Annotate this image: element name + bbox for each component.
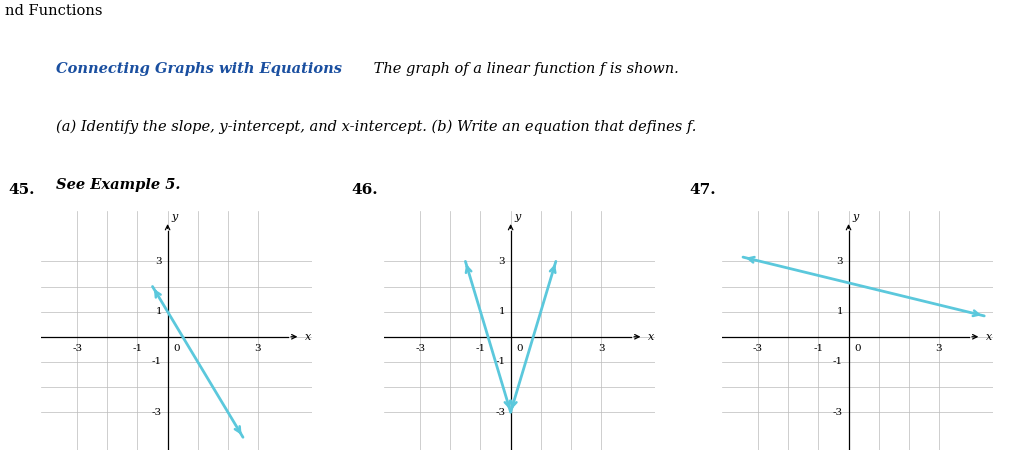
Text: 3: 3	[837, 257, 843, 266]
Text: y: y	[852, 213, 858, 223]
Text: 0: 0	[173, 344, 179, 353]
Text: -1: -1	[132, 344, 142, 353]
Text: See Example 5.: See Example 5.	[56, 178, 181, 192]
Text: -3: -3	[833, 408, 843, 417]
Text: -3: -3	[152, 408, 162, 417]
Text: -3: -3	[753, 344, 763, 353]
Text: 1: 1	[156, 307, 162, 316]
Text: -1: -1	[833, 358, 843, 366]
Text: 3: 3	[936, 344, 942, 353]
Text: 0: 0	[854, 344, 860, 353]
Text: -1: -1	[152, 358, 162, 366]
Text: Connecting Graphs with Equations: Connecting Graphs with Equations	[56, 62, 342, 76]
Text: 47.: 47.	[689, 183, 716, 197]
Text: x: x	[986, 332, 992, 342]
Text: -1: -1	[475, 344, 485, 353]
Text: x: x	[305, 332, 311, 342]
Text: -3: -3	[495, 408, 505, 417]
Text: -3: -3	[415, 344, 425, 353]
Text: -1: -1	[813, 344, 823, 353]
Text: 3: 3	[156, 257, 162, 266]
Text: nd Functions: nd Functions	[5, 4, 102, 18]
Text: 3: 3	[255, 344, 261, 353]
Text: 0: 0	[516, 344, 522, 353]
Text: 46.: 46.	[351, 183, 378, 197]
Text: 1: 1	[499, 307, 505, 316]
Text: x: x	[648, 332, 654, 342]
Text: y: y	[171, 213, 177, 223]
Text: 3: 3	[499, 257, 505, 266]
Text: -3: -3	[72, 344, 82, 353]
Text: The graph of a linear function f is shown.: The graph of a linear function f is show…	[369, 62, 678, 76]
Text: 45.: 45.	[8, 183, 35, 197]
Text: 1: 1	[837, 307, 843, 316]
Text: (a) Identify the slope, y-intercept, and x-intercept. (b) Write an equation that: (a) Identify the slope, y-intercept, and…	[56, 120, 696, 134]
Text: -1: -1	[495, 358, 505, 366]
Text: 3: 3	[598, 344, 604, 353]
Text: y: y	[514, 213, 520, 223]
